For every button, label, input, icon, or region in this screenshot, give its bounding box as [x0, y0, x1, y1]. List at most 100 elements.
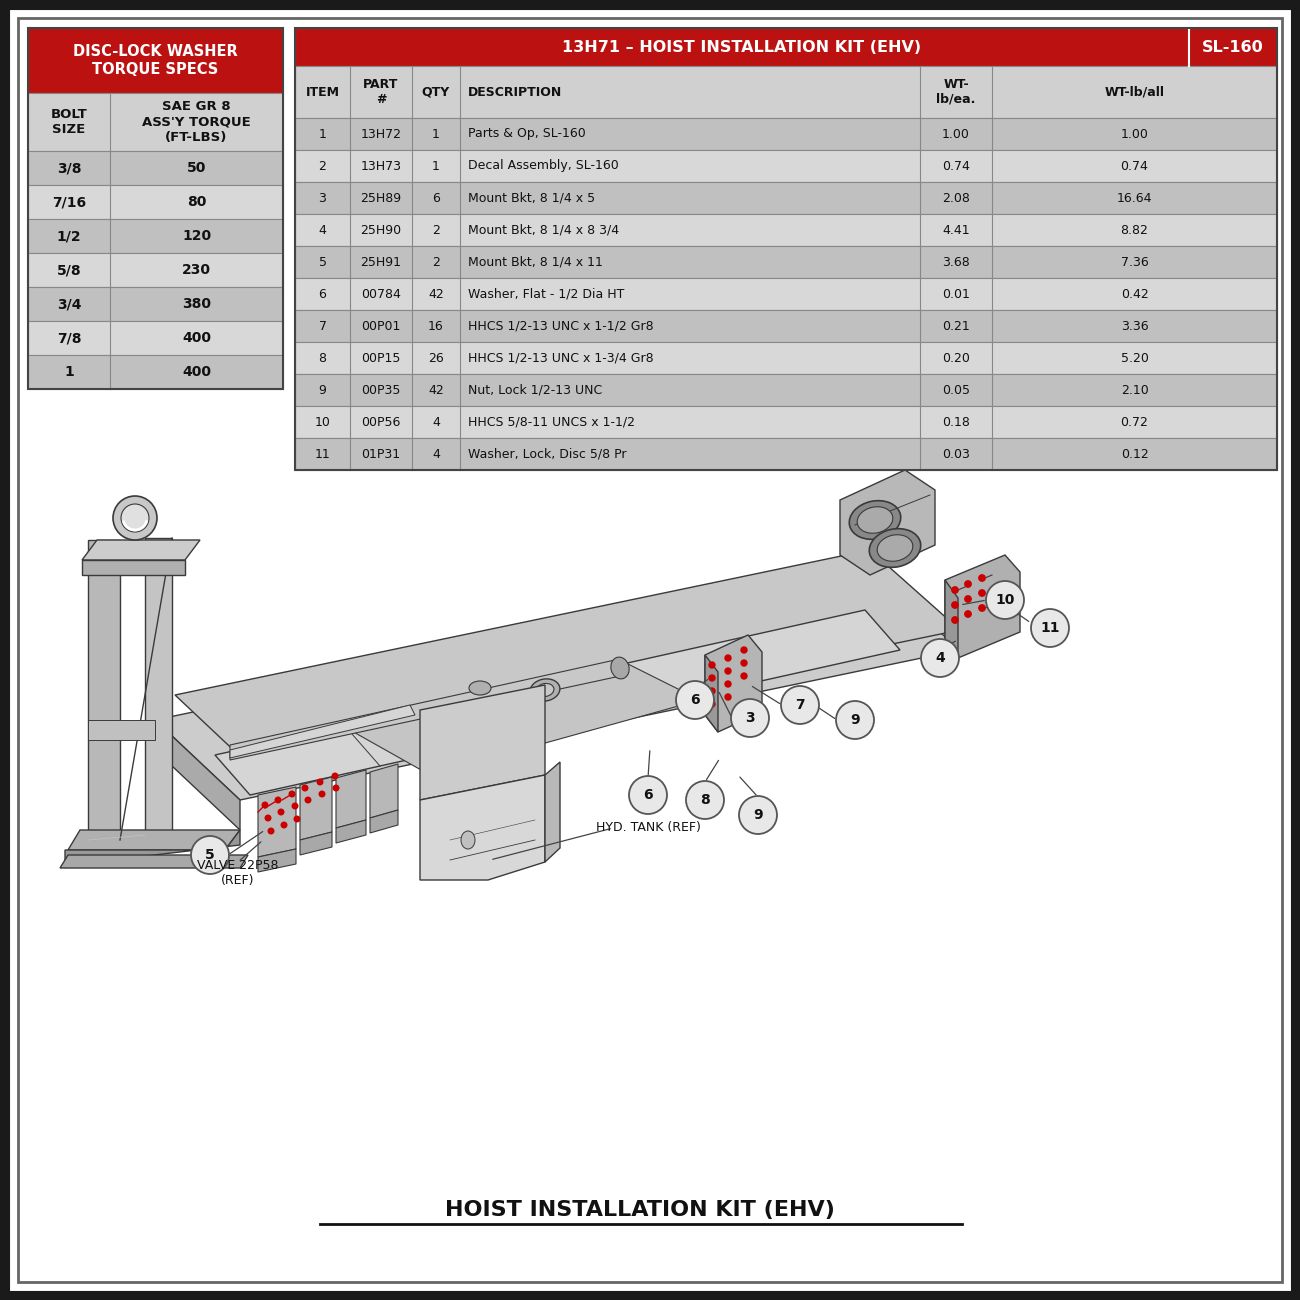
Text: 3: 3	[318, 191, 326, 204]
Bar	[295, 214, 1277, 246]
Bar	[295, 66, 1277, 118]
Text: 1: 1	[432, 160, 439, 173]
Text: 1/2: 1/2	[57, 229, 82, 243]
Text: 3/4: 3/4	[57, 296, 81, 311]
Text: 2: 2	[432, 224, 439, 237]
Bar	[295, 182, 1277, 215]
Text: 6: 6	[644, 788, 653, 802]
Text: 120: 120	[182, 229, 211, 243]
Circle shape	[333, 785, 339, 790]
Text: 230: 230	[182, 263, 211, 277]
Polygon shape	[840, 471, 935, 575]
Text: 25H89: 25H89	[360, 191, 402, 204]
Circle shape	[708, 675, 715, 681]
Text: Decal Assembly, SL-160: Decal Assembly, SL-160	[468, 160, 619, 173]
Text: 00P56: 00P56	[361, 416, 400, 429]
Text: ITEM: ITEM	[306, 86, 339, 99]
Circle shape	[317, 779, 322, 785]
Text: DESCRIPTION: DESCRIPTION	[468, 86, 562, 99]
Polygon shape	[945, 555, 1021, 658]
Bar	[29, 29, 283, 94]
Text: 4: 4	[432, 416, 439, 429]
Polygon shape	[335, 770, 367, 828]
Circle shape	[952, 586, 958, 593]
Bar	[295, 278, 1277, 309]
Circle shape	[965, 581, 971, 588]
Text: 13H72: 13H72	[360, 127, 402, 140]
Text: 0.18: 0.18	[942, 416, 970, 429]
Text: 0.21: 0.21	[942, 320, 970, 333]
Circle shape	[781, 686, 819, 724]
Polygon shape	[82, 540, 200, 560]
Circle shape	[979, 590, 985, 597]
Bar	[29, 151, 283, 185]
Ellipse shape	[462, 831, 474, 849]
Polygon shape	[350, 660, 699, 775]
Polygon shape	[300, 777, 332, 840]
Circle shape	[191, 836, 229, 874]
Text: WT-lb/all: WT-lb/all	[1105, 86, 1165, 99]
Polygon shape	[68, 829, 240, 850]
Text: Mount Bkt, 8 1/4 x 8 3/4: Mount Bkt, 8 1/4 x 8 3/4	[468, 224, 619, 237]
Bar	[295, 29, 1277, 66]
Circle shape	[306, 797, 311, 803]
Text: HHCS 1/2-13 UNC x 1-3/4 Gr8: HHCS 1/2-13 UNC x 1-3/4 Gr8	[468, 351, 654, 364]
Text: 3/8: 3/8	[57, 161, 81, 176]
Text: 0.74: 0.74	[942, 160, 970, 173]
Text: 16: 16	[428, 320, 443, 333]
Polygon shape	[88, 720, 155, 740]
Circle shape	[952, 616, 958, 623]
Text: 8: 8	[701, 793, 710, 807]
Text: SAE GR 8
ASS'Y TORQUE
(FT-LBS): SAE GR 8 ASS'Y TORQUE (FT-LBS)	[142, 100, 251, 143]
Ellipse shape	[870, 529, 920, 567]
Polygon shape	[176, 550, 959, 775]
Circle shape	[265, 815, 270, 820]
Text: VALVE 22P58
(REF): VALVE 22P58 (REF)	[198, 859, 278, 887]
Polygon shape	[60, 855, 248, 868]
Text: Washer, Flat - 1/2 Dia HT: Washer, Flat - 1/2 Dia HT	[468, 287, 624, 300]
Text: Mount Bkt, 8 1/4 x 11: Mount Bkt, 8 1/4 x 11	[468, 256, 603, 269]
Circle shape	[629, 776, 667, 814]
Bar	[29, 94, 283, 151]
Text: HYD. TANK (REF): HYD. TANK (REF)	[595, 822, 701, 835]
Circle shape	[294, 816, 300, 822]
Text: 00P35: 00P35	[361, 384, 400, 396]
Polygon shape	[420, 685, 545, 800]
Polygon shape	[230, 705, 415, 758]
Polygon shape	[230, 660, 625, 760]
Circle shape	[836, 701, 874, 738]
Polygon shape	[705, 634, 762, 732]
Text: 0.42: 0.42	[1121, 287, 1148, 300]
Text: 400: 400	[182, 365, 211, 380]
Text: 2.10: 2.10	[1121, 384, 1148, 396]
Polygon shape	[214, 610, 900, 796]
Circle shape	[281, 822, 287, 828]
Text: PART
#: PART #	[363, 78, 399, 107]
Polygon shape	[545, 762, 560, 862]
Text: Mount Bkt, 8 1/4 x 5: Mount Bkt, 8 1/4 x 5	[468, 191, 595, 204]
Text: HOIST INSTALLATION KIT (EHV): HOIST INSTALLATION KIT (EHV)	[445, 1200, 835, 1219]
Text: 10: 10	[996, 593, 1015, 607]
Text: Washer, Lock, Disc 5/8 Pr: Washer, Lock, Disc 5/8 Pr	[468, 447, 627, 460]
Polygon shape	[257, 849, 296, 872]
Text: BOLT
SIZE: BOLT SIZE	[51, 108, 87, 136]
Bar	[29, 321, 283, 355]
Bar	[29, 254, 283, 287]
Circle shape	[725, 694, 731, 699]
Polygon shape	[300, 832, 332, 855]
Circle shape	[741, 660, 747, 666]
Circle shape	[113, 497, 157, 540]
Text: 00784: 00784	[361, 287, 400, 300]
Polygon shape	[88, 540, 120, 840]
Bar	[295, 309, 1277, 342]
Text: 1: 1	[318, 127, 326, 140]
Circle shape	[268, 828, 274, 833]
Text: 1: 1	[64, 365, 74, 380]
Circle shape	[263, 802, 268, 807]
Text: 9: 9	[753, 809, 763, 822]
Text: HHCS 5/8-11 UNCS x 1-1/2: HHCS 5/8-11 UNCS x 1-1/2	[468, 416, 634, 429]
Text: 3: 3	[745, 711, 755, 725]
Text: 0.72: 0.72	[1121, 416, 1148, 429]
Text: Nut, Lock 1/2-13 UNC: Nut, Lock 1/2-13 UNC	[468, 384, 602, 396]
Polygon shape	[155, 720, 240, 829]
